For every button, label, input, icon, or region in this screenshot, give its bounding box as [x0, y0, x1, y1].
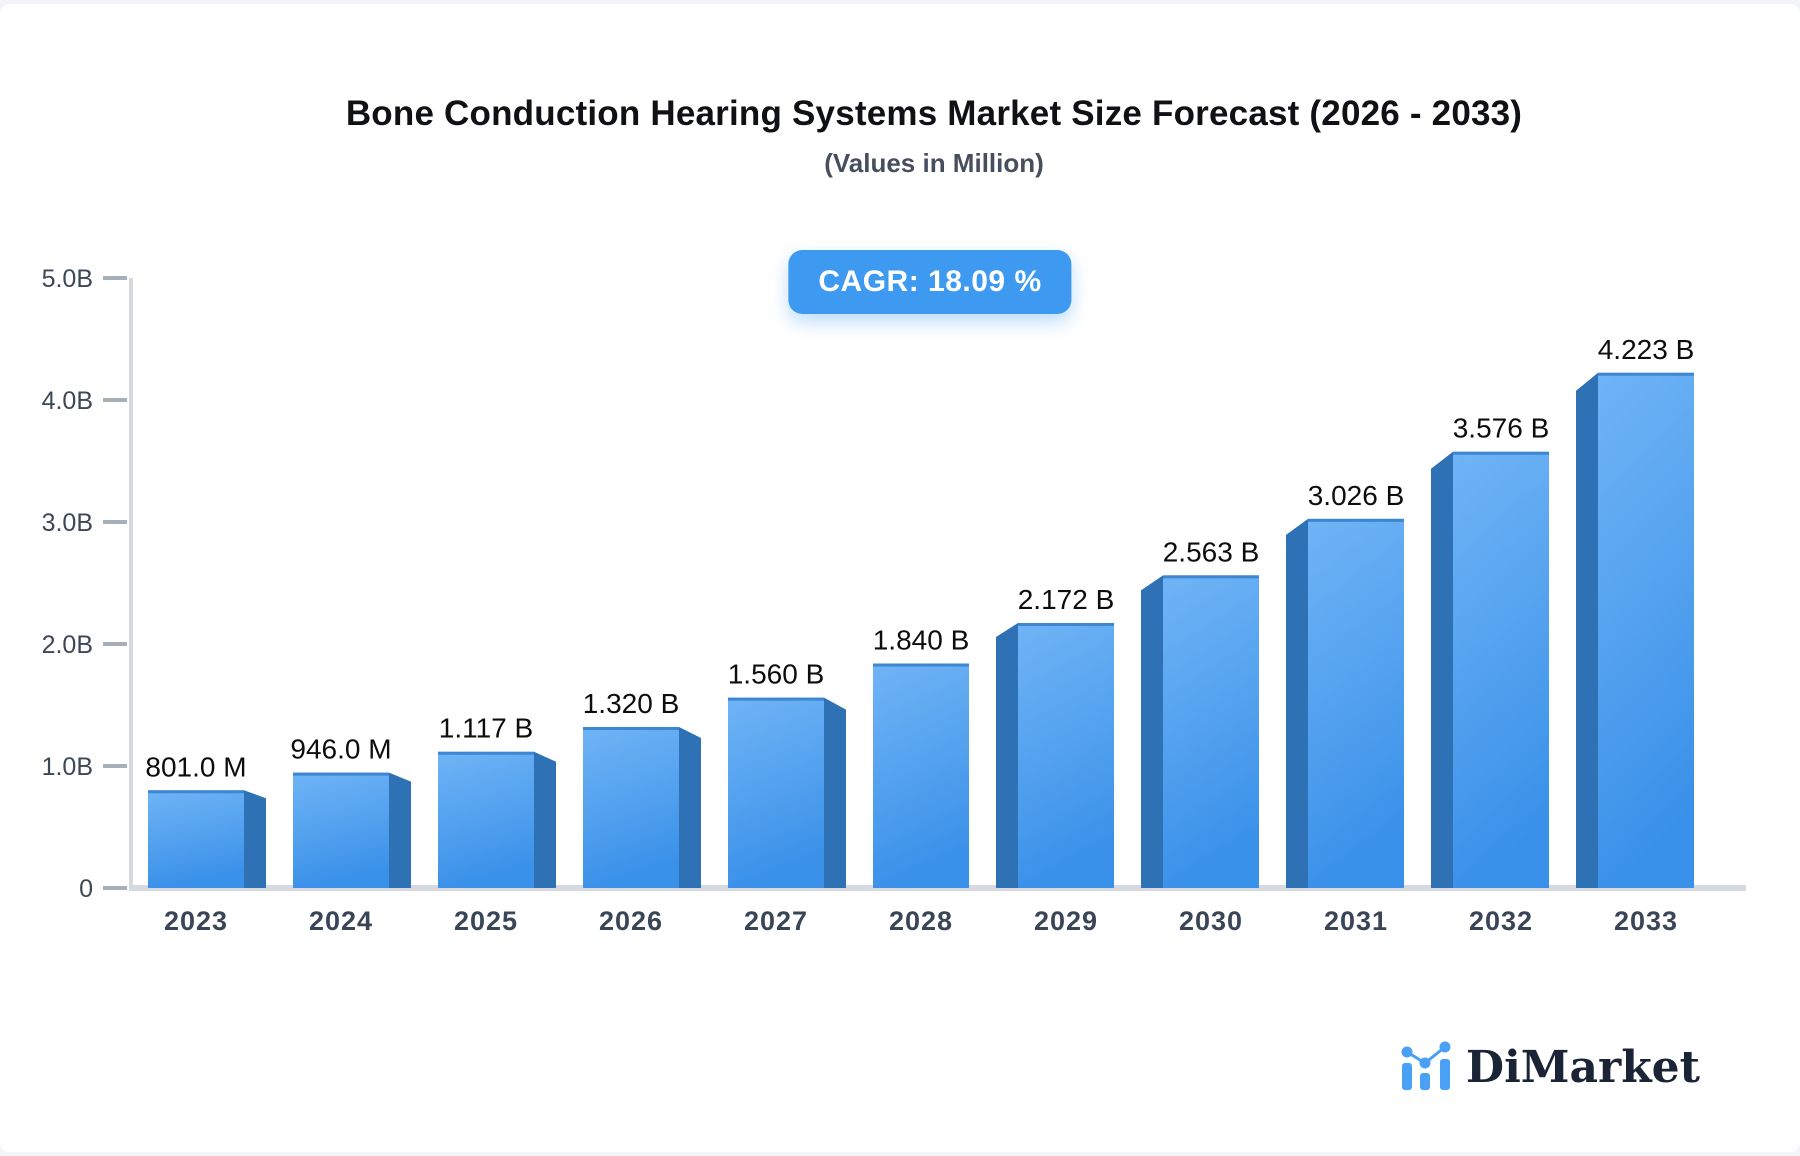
x-axis-label: 2031 [1324, 906, 1388, 936]
bar-2028: 1.840 B 2028 [873, 625, 970, 936]
page-subtitle: (Values in Million) [824, 148, 1044, 178]
x-axis-label: 2024 [309, 906, 373, 936]
bar-side [1286, 518, 1308, 888]
bar-side [824, 697, 846, 888]
bar-value-label: 1.840 B [873, 625, 970, 656]
x-axis-label: 2033 [1614, 906, 1678, 936]
bar-2032: 3.576 B 2032 [1431, 413, 1549, 936]
logo-text: DiMarket [1465, 1042, 1700, 1093]
bar-side [244, 790, 266, 888]
bar-side [389, 772, 411, 888]
x-axis-label: 2023 [164, 906, 228, 936]
dimarket-bars-icon [1401, 1041, 1451, 1090]
bar-2027: 1.560 B 2027 [728, 659, 846, 936]
x-axis-label: 2027 [744, 906, 808, 936]
bar-value-label: 2.172 B [1018, 584, 1115, 615]
bar-face [1453, 451, 1549, 888]
y-tick-label: 5.0B [42, 265, 93, 293]
bar-2025: 1.117 B 2025 [438, 713, 556, 936]
bar-face [1018, 623, 1114, 888]
dimarket-logo: DiMarket [1398, 1036, 1700, 1090]
bar-value-label: 4.223 B [1598, 334, 1695, 365]
x-axis-label: 2029 [1034, 906, 1098, 936]
bar-value-label: 3.576 B [1453, 413, 1550, 444]
bar-face [1598, 372, 1694, 888]
cagr-badge: CAGR: 18.09 % [788, 250, 1072, 314]
y-tick-label: 3.0B [42, 509, 93, 537]
bar-value-label: 1.560 B [728, 659, 825, 690]
bar-2026: 1.320 B 2026 [583, 688, 701, 936]
bar-value-label: 1.117 B [439, 713, 533, 744]
x-axis-label: 2025 [454, 906, 518, 936]
page-title: Bone Conduction Hearing Systems Market S… [345, 94, 1523, 133]
y-tick-label: 4.0B [42, 387, 93, 415]
bar-2023: 801.0 M 2023 [145, 751, 266, 936]
x-axis-label: 2032 [1469, 906, 1533, 936]
bar-face [873, 663, 969, 888]
bar-value-label: 801.0 M [145, 751, 246, 782]
y-tick-label: 1.0B [42, 753, 93, 781]
bar-face [728, 697, 824, 888]
bar-side [679, 726, 701, 888]
bar-side [1576, 372, 1598, 888]
x-axis-label: 2030 [1179, 906, 1243, 936]
bar-side [996, 623, 1018, 888]
bar-face [1308, 518, 1404, 888]
bar-value-label: 3.026 B [1308, 480, 1405, 511]
bar-face [293, 772, 389, 888]
bar-face [438, 751, 534, 888]
bar-2033: 4.223 B 2033 [1576, 334, 1694, 936]
bar-face [583, 726, 679, 888]
bar-face [148, 790, 244, 888]
x-axis-label: 2026 [599, 906, 663, 936]
bar-2030: 2.563 B 2030 [1141, 536, 1259, 936]
bar-side [1141, 575, 1163, 888]
bar-2031: 3.026 B 2031 [1286, 480, 1404, 936]
bar-value-label: 1.320 B [583, 688, 680, 719]
bar-2029: 2.172 B 2029 [996, 584, 1114, 936]
x-axis-label: 2028 [889, 906, 953, 936]
y-tick-label: 0 [79, 875, 93, 903]
bar-value-label: 2.563 B [1163, 536, 1260, 567]
bar-side [1431, 451, 1453, 888]
bar-face [1163, 575, 1259, 888]
bar-value-label: 946.0 M [290, 734, 391, 765]
y-tick-label: 2.0B [42, 631, 93, 659]
bar-side [534, 751, 556, 888]
bar-2024: 946.0 M 2024 [290, 734, 411, 936]
